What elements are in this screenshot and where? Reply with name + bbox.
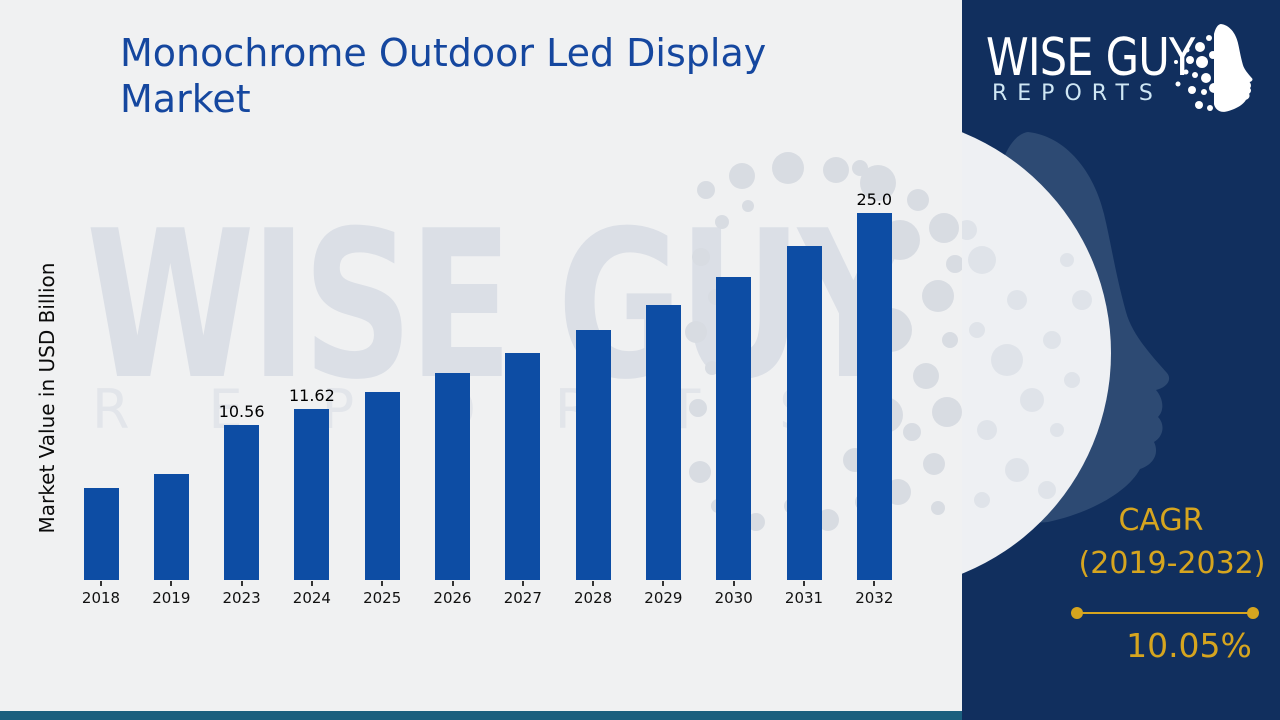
x-tick-label-2023: 2023 <box>222 589 261 607</box>
logo-wordmark: WISE GUY <box>986 28 1195 88</box>
x-axis-tick <box>170 581 173 586</box>
x-tick-label-2028: 2028 <box>574 589 613 607</box>
bar-value-label-2023: 10.56 <box>218 402 265 421</box>
x-axis-tick <box>310 581 313 586</box>
x-tick-label-2029: 2029 <box>644 589 683 607</box>
cagr-label: CAGR <box>1118 503 1204 538</box>
underline-left-dot <box>1071 607 1083 619</box>
bar-2026 <box>435 373 470 580</box>
bar-2024 <box>294 409 330 580</box>
bar-2031 <box>786 246 822 580</box>
x-axis-tick <box>803 581 805 586</box>
bar-2030 <box>716 277 752 580</box>
cagr-range: (2019-2032) <box>1078 546 1266 581</box>
footer-strip <box>0 711 962 720</box>
watermark-wordmark: WISE GUY <box>86 188 909 425</box>
cagr-value: 10.05% <box>1126 626 1252 665</box>
bar-2019 <box>153 474 189 580</box>
page-title: Monochrome Outdoor Led Display Market <box>120 31 767 121</box>
x-axis-tick <box>592 581 595 586</box>
bar-2028 <box>575 330 611 580</box>
x-tick-label-2024: 2024 <box>292 589 331 607</box>
x-axis-tick <box>732 581 735 586</box>
x-tick-label-2030: 2030 <box>714 589 753 607</box>
bar-2029 <box>645 305 681 580</box>
x-tick-label-2032: 2032 <box>855 589 894 607</box>
underline-right-dot <box>1247 607 1259 619</box>
x-axis-tick <box>100 581 102 586</box>
bar-2032 <box>856 213 892 580</box>
panel-face-art <box>962 132 1170 574</box>
x-tick-label-2018: 2018 <box>81 589 121 607</box>
x-axis-tick <box>873 581 876 586</box>
x-tick-label-2025: 2025 <box>363 589 402 607</box>
y-axis-label: Market Value in USD Billion <box>35 262 59 534</box>
x-axis-tick <box>240 581 243 586</box>
logo-face-icon <box>1174 24 1253 112</box>
bar-2025 <box>364 392 400 580</box>
cagr-underline <box>1071 607 1259 619</box>
bar-2023 <box>224 425 260 580</box>
bar-value-label-2032: 25.0 <box>856 190 893 209</box>
bar-value-label-2024: 11.62 <box>288 386 335 405</box>
bar-2027 <box>505 353 541 580</box>
x-tick-label-2019: 2019 <box>152 589 191 607</box>
x-axis-tick <box>451 581 454 586</box>
x-tick-label-2031: 2031 <box>784 589 824 607</box>
x-tick-label-2026: 2026 <box>433 589 472 607</box>
panel-circle <box>962 132 1111 574</box>
x-tick-label-2027: 2027 <box>503 589 542 607</box>
x-axis-tick <box>521 581 524 586</box>
bar-2018 <box>83 488 119 580</box>
brand-panel: WISE GUY REPORTS CAGR (2019-2032) 10.05% <box>962 0 1280 720</box>
logo-subtitle: REPORTS <box>992 81 1163 106</box>
x-axis-tick <box>662 581 665 586</box>
x-axis-tick <box>381 581 384 586</box>
